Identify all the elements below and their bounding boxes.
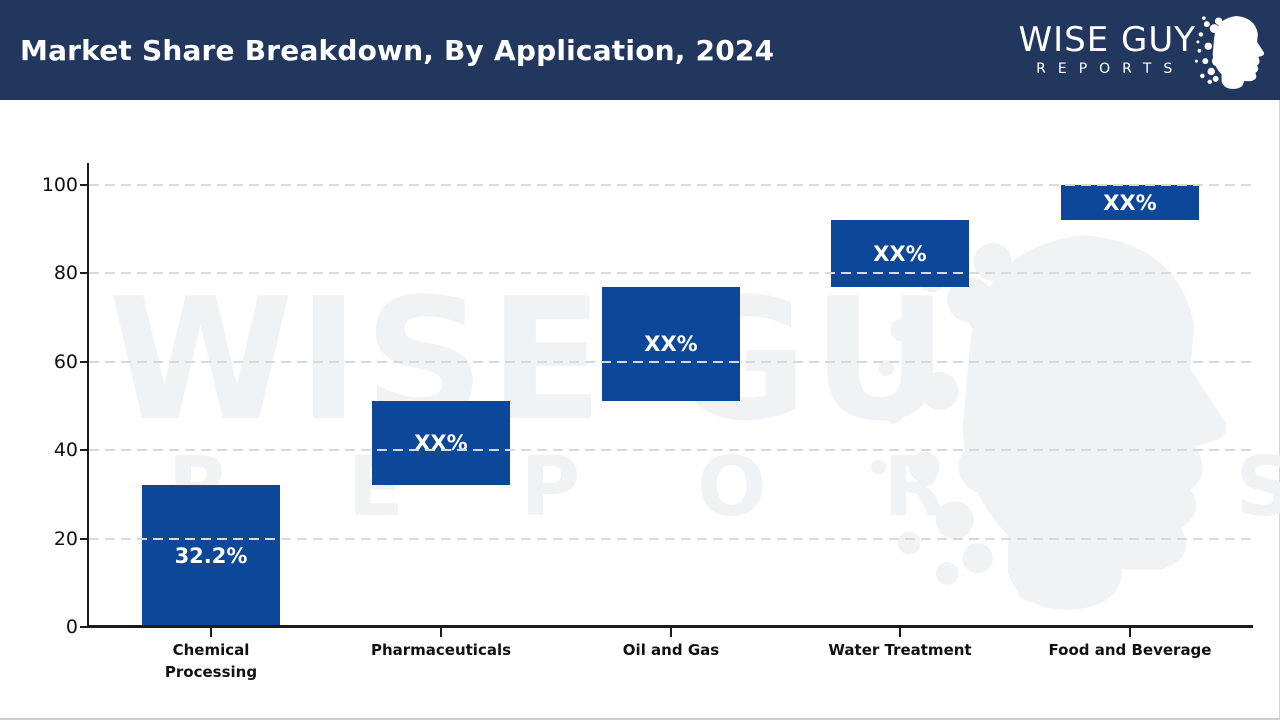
x-axis-tick [899, 628, 901, 637]
y-axis-line [87, 163, 89, 628]
x-axis-tick [1129, 628, 1131, 637]
x-tick-label: Water Treatment [828, 641, 972, 659]
x-axis-tick [440, 628, 442, 637]
y-axis-tick [80, 626, 88, 628]
y-axis-tick [80, 184, 88, 186]
y-axis-tick [80, 449, 88, 452]
x-tick-label: Pharmaceuticals [370, 641, 512, 659]
logo-sub-text: REPORTS [1036, 60, 1185, 77]
x-tick-label: Food and Beverage [1048, 641, 1212, 659]
gridline-40 [89, 449, 1253, 452]
bar-value-label: XX% [1103, 190, 1157, 215]
gridline-20 [89, 537, 1253, 540]
bar-pharmaceuticals: XX% [372, 400, 510, 485]
gridline-80 [89, 272, 1253, 275]
bar-oil-and-gas: XX% [602, 287, 740, 401]
logo-name-text: WISE GUY [1018, 20, 1196, 61]
bar-value-label: XX% [873, 241, 927, 266]
chart-title: Market Share Breakdown, By Application, … [20, 33, 775, 67]
x-axis-tick [670, 628, 672, 637]
gridline-100 [89, 184, 1253, 186]
gridline-60 [89, 360, 1253, 363]
y-tick-label: 0 [65, 616, 78, 638]
y-tick-label: 80 [53, 262, 78, 285]
y-axis-tick [80, 537, 88, 540]
wise-guy-logo: WISE GUY REPORTS [1018, 6, 1266, 94]
y-tick-label: 20 [53, 527, 78, 550]
y-tick-label: 100 [41, 174, 78, 196]
y-axis-tick [80, 360, 88, 363]
x-tick-label: Oil and Gas [622, 641, 720, 659]
bar-water-treatment: XX% [831, 220, 969, 288]
x-tick-label: Chemical Processing [164, 641, 258, 681]
y-axis-tick [80, 272, 88, 275]
bar-value-label: 32.2% [174, 543, 248, 568]
y-tick-label: 40 [53, 439, 78, 462]
header-bar: Market Share Breakdown, By Application, … [0, 0, 1280, 100]
bar-chemical-processing: 32.2% [142, 484, 280, 627]
logo-head-icon [1194, 15, 1265, 89]
bar-food-and-beverage: XX% [1061, 185, 1199, 221]
x-axis-line [87, 625, 1253, 628]
bar-value-label: XX% [644, 331, 698, 356]
x-axis-tick [210, 628, 212, 637]
y-tick-label: 60 [53, 350, 78, 373]
